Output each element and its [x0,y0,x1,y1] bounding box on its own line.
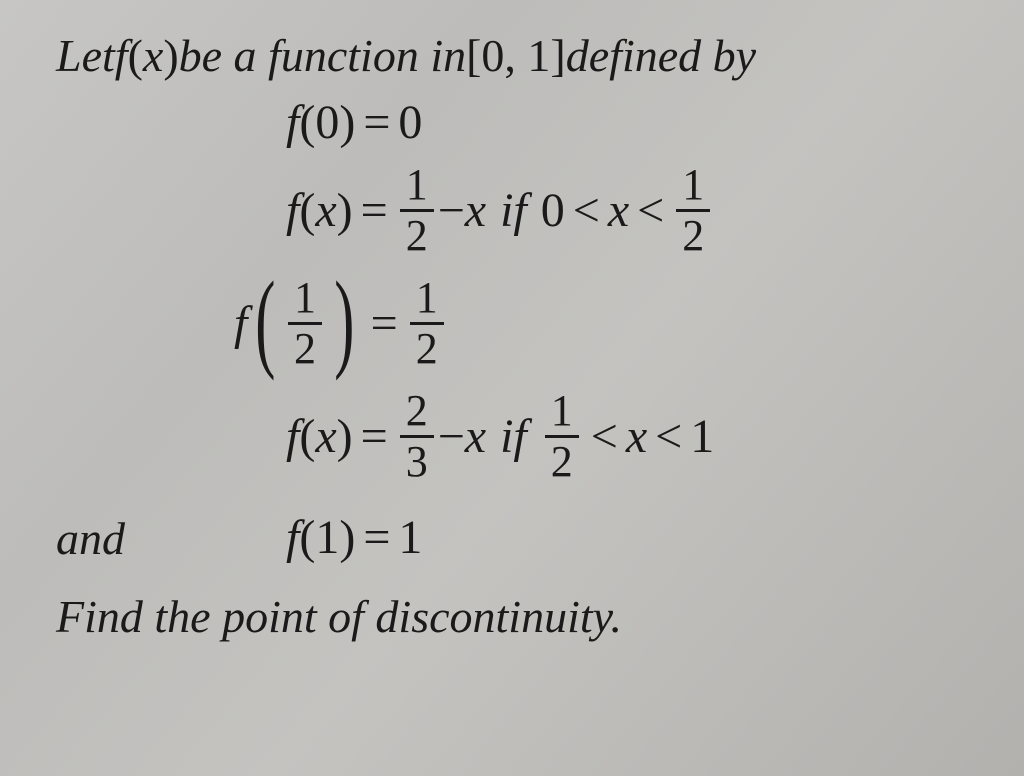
e4-eq: = [353,413,396,461]
e2-if: if [486,187,541,235]
intro-mid: be a function in [179,28,466,83]
and-label: and [56,512,286,565]
e4-cvar: x [626,413,647,461]
e2-eq: = [353,187,396,235]
e4-cr: 1 [690,413,714,461]
e2-po: ( [299,187,315,235]
equation-5: f ( 1 ) = 1 [286,514,422,562]
equation-2: f ( x ) = 1 2 − x if 0 < x < 1 2 [56,161,980,260]
e2-cvar: x [608,187,629,235]
e2-pc: ) [337,187,353,235]
e1-arg: 0 [315,99,339,147]
e4-cfrac: 1 2 [545,387,579,486]
intro-interval: [0, 1] [466,28,566,83]
e3-bpc: ) [334,276,354,364]
e3-rfrac: 1 2 [410,274,444,373]
e1-fn: f [286,99,299,147]
e2-minus: − [438,187,465,235]
equation-1: f ( 0 ) = 0 [56,99,980,147]
e2-arg: x [315,187,336,235]
e4-fn: f [286,413,299,461]
equation-4: f ( x ) = 2 3 − x if 1 2 < x < 1 [56,387,980,486]
e4-lt2: < [647,413,690,461]
e2-frac: 1 2 [400,161,434,260]
e4-minus: − [438,413,465,461]
e3-argfrac: 1 2 [288,274,322,373]
intro-prefix: Let [56,28,115,83]
equation-5-row: and f ( 1 ) = 1 [56,500,980,576]
e4-var: x [465,413,486,461]
e5-pc: ) [339,514,355,562]
e4-frac: 2 3 [400,387,434,486]
e1-paren-close: ) [339,99,355,147]
e3-fn: f [234,300,247,348]
e2-c0: 0 [541,187,565,235]
e4-arg: x [315,413,336,461]
e4-po: ( [299,413,315,461]
e5-rhs: 1 [398,514,422,562]
e2-lt2: < [629,187,672,235]
intro-line: Let f(x) be a function in [0, 1] defined… [56,28,980,83]
e5-arg: 1 [315,514,339,562]
e4-if: if [486,413,541,461]
e5-po: ( [299,514,315,562]
e2-lt1: < [565,187,608,235]
find-line: Find the point of discontinuity. [56,590,980,643]
e4-lt1: < [583,413,626,461]
intro-fn: f(x) [115,28,179,83]
e1-rhs: 0 [398,99,422,147]
e5-fn: f [286,514,299,562]
e3-eq: = [363,300,406,348]
e1-paren-open: ( [299,99,315,147]
e5-eq: = [355,514,398,562]
e2-var: x [465,187,486,235]
e2-cfrac: 1 2 [676,161,710,260]
e4-pc: ) [337,413,353,461]
e3-bpo: ( [256,276,276,364]
equation-3: f ( 1 2 ) = 1 2 [56,274,980,373]
e2-fn: f [286,187,299,235]
e1-eq: = [355,99,398,147]
intro-suffix: defined by [566,28,756,83]
